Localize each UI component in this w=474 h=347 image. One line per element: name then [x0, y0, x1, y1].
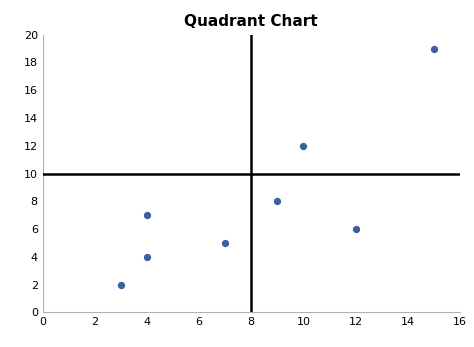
Point: [143, 254, 151, 260]
Title: Quadrant Chart: Quadrant Chart: [184, 14, 318, 29]
Point: [143, 212, 151, 218]
Point: [430, 46, 438, 51]
Point: [352, 226, 359, 232]
Point: [273, 198, 281, 204]
Point: [117, 282, 125, 287]
Point: [300, 143, 307, 149]
Point: [221, 240, 229, 246]
